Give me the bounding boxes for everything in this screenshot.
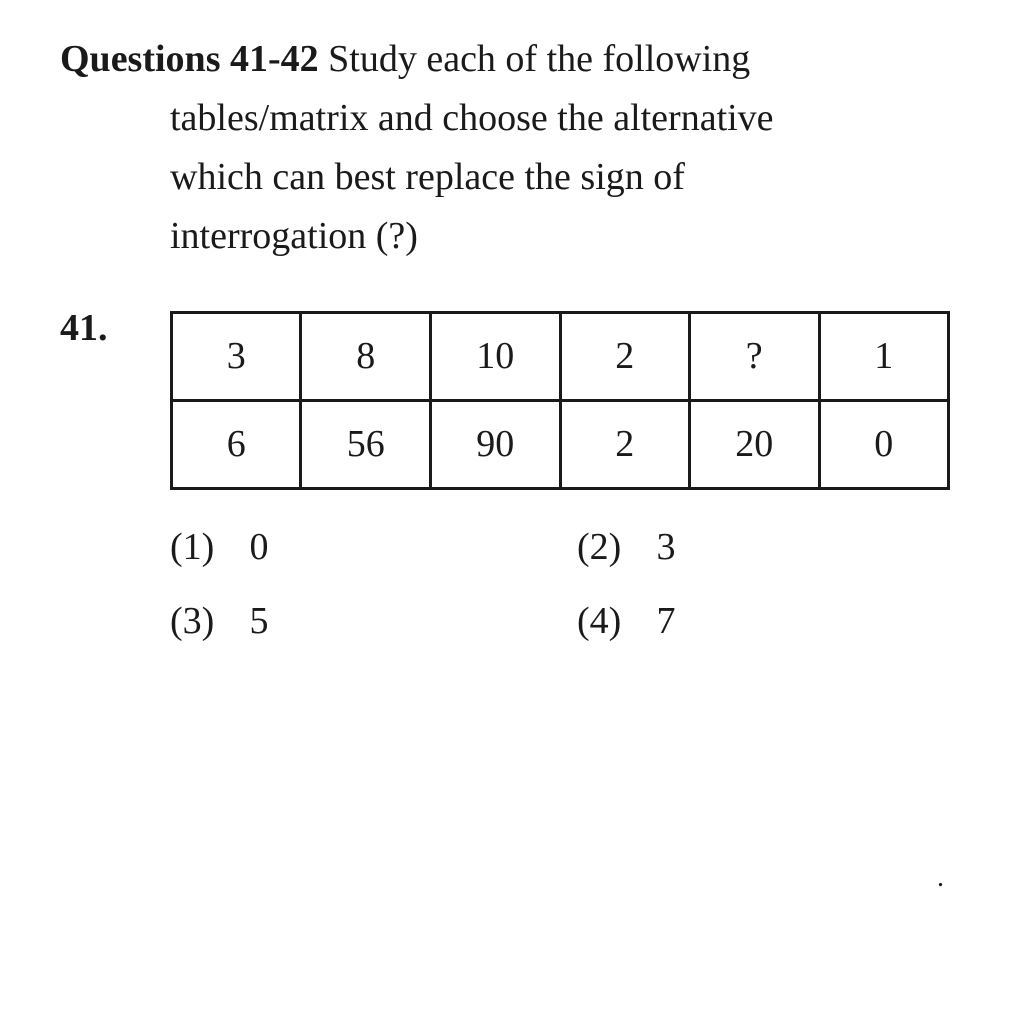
table-cell: 2 [560,312,689,400]
matrix-table: 3 8 10 2 ? 1 6 56 90 2 20 0 [170,311,950,490]
table-cell: 0 [819,400,948,488]
answer-options: (1) 0 (2) 3 (3) 5 (4) 7 [170,525,984,643]
table-cell: 20 [689,400,819,488]
question-number: 41. [60,306,120,350]
instructions-line-3: which can best replace the sign of [170,148,984,207]
matrix-table-wrap: 3 8 10 2 ? 1 6 56 90 2 20 0 [170,306,984,490]
option-4: (4) 7 [577,599,984,643]
table-cell: 56 [301,400,431,488]
table-cell: 10 [430,312,560,400]
option-marker: (4) [577,599,647,643]
option-value: 7 [657,600,676,642]
question-instructions: Questions 41-42 Study each of the follow… [60,30,984,266]
option-row-2: (3) 5 (4) 7 [170,599,984,643]
instructions-line-4: interrogation (?) [170,207,984,266]
option-row-1: (1) 0 (2) 3 [170,525,984,569]
instructions-line-2: tables/matrix and choose the alternative [170,89,984,148]
table-cell: 90 [430,400,560,488]
question-41: 41. 3 8 10 2 ? 1 6 56 90 2 20 0 [60,306,984,490]
option-value: 3 [657,526,676,568]
table-cell: 1 [819,312,948,400]
stray-dot: . [937,862,944,894]
option-value: 5 [250,600,269,642]
table-row: 3 8 10 2 ? 1 [172,312,949,400]
instructions-line-1: Questions 41-42 Study each of the follow… [60,30,984,89]
instructions-line-1-rest: Study each of the following [319,38,751,80]
table-row: 6 56 90 2 20 0 [172,400,949,488]
option-marker: (2) [577,525,647,569]
table-cell: 2 [560,400,689,488]
question-range-lead: Questions 41-42 [60,38,319,80]
option-marker: (3) [170,599,240,643]
table-cell: 3 [172,312,301,400]
option-marker: (1) [170,525,240,569]
option-3: (3) 5 [170,599,577,643]
option-value: 0 [250,526,269,568]
table-cell: 8 [301,312,431,400]
table-cell: ? [689,312,819,400]
option-2: (2) 3 [577,525,984,569]
option-1: (1) 0 [170,525,577,569]
table-cell: 6 [172,400,301,488]
